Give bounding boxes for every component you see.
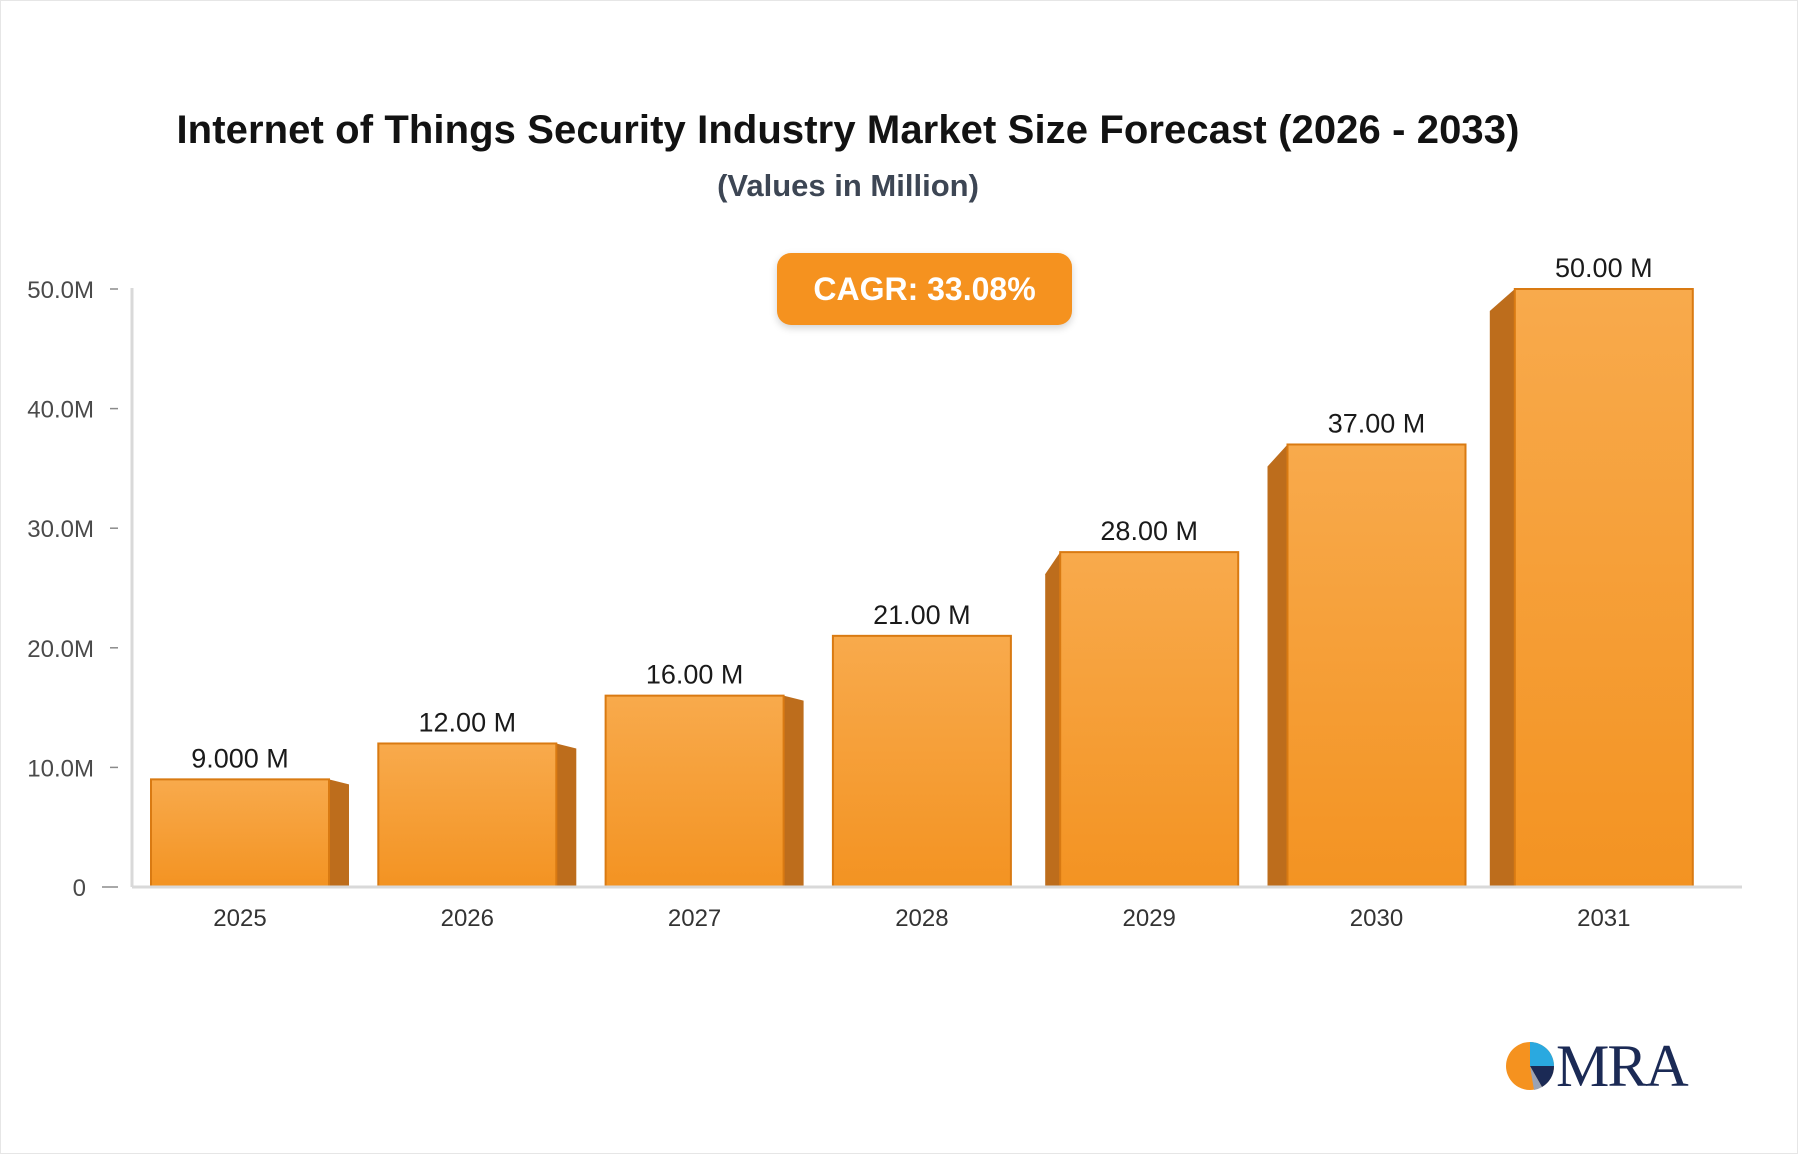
y-tick-label: 40.0M (27, 397, 94, 424)
bar: 16.00 M (604, 660, 804, 889)
x-tick-label: 2027 (668, 905, 721, 932)
x-tick-label: 2029 (1123, 905, 1176, 932)
bar: 50.00 M (1489, 253, 1694, 888)
y-tick-label: 20.0M (27, 636, 94, 663)
y-tick-label: 30.0M (27, 516, 94, 543)
bar-side (783, 695, 804, 887)
bars: 9.000 M 12.00 M 16.00 M 21.00 M 28.00 M 37.00… (150, 253, 1694, 889)
logo-pie-icon (1506, 1042, 1555, 1090)
bar-value-label: 50.00 M (1555, 253, 1653, 283)
bar-face (831, 634, 1012, 889)
bar-face (1059, 551, 1240, 888)
x-tick-label: 2030 (1350, 905, 1403, 932)
x-tick-label: 2028 (895, 905, 948, 932)
bar-value-label: 9.000 M (191, 743, 289, 773)
mra-logo: MRA (1504, 1033, 1694, 1100)
bar-face (1513, 288, 1694, 888)
bar: 21.00 M (831, 600, 1012, 889)
y-tick-label: 0 (73, 875, 86, 902)
bar-value-label: 12.00 M (419, 707, 517, 737)
y-tick-label: 10.0M (27, 755, 94, 782)
y-tick-label: 50.0M (27, 277, 94, 304)
bar-value-label: 21.00 M (873, 600, 971, 630)
bar: 9.000 M (150, 743, 349, 888)
bar-value-label: 37.00 M (1328, 408, 1426, 438)
bar-face (604, 694, 785, 889)
bar-side (329, 779, 349, 887)
chart-title: Internet of Things Security Industry Mar… (176, 108, 1520, 152)
bar-face (377, 742, 558, 888)
bar: 28.00 M (1045, 516, 1240, 888)
logo-text: MRA (1556, 1033, 1689, 1099)
x-tick-label: 2026 (441, 905, 494, 932)
x-tick-label: 2025 (213, 905, 266, 932)
bar-side (1267, 444, 1288, 887)
bar-side (556, 743, 577, 887)
bar: 37.00 M (1267, 408, 1467, 888)
x-tick-label: 2031 (1577, 905, 1630, 932)
bar-value-label: 16.00 M (646, 660, 744, 690)
cagr-badge: CAGR: 33.08% (777, 253, 1072, 325)
bar: 12.00 M (377, 707, 577, 888)
y-axis: 0 10.0M 20.0M 30.0M 40.0M 50.0M (27, 277, 134, 902)
bar-side (1045, 552, 1061, 887)
bar-face (1286, 443, 1467, 888)
chart-subtitle: (Values in Million) (717, 168, 979, 203)
bar-face (150, 778, 330, 888)
bar-side (1489, 289, 1515, 887)
x-axis: 2025 2026 2027 2028 2029 2030 2031 (132, 885, 1742, 932)
bar-value-label: 28.00 M (1100, 516, 1198, 546)
